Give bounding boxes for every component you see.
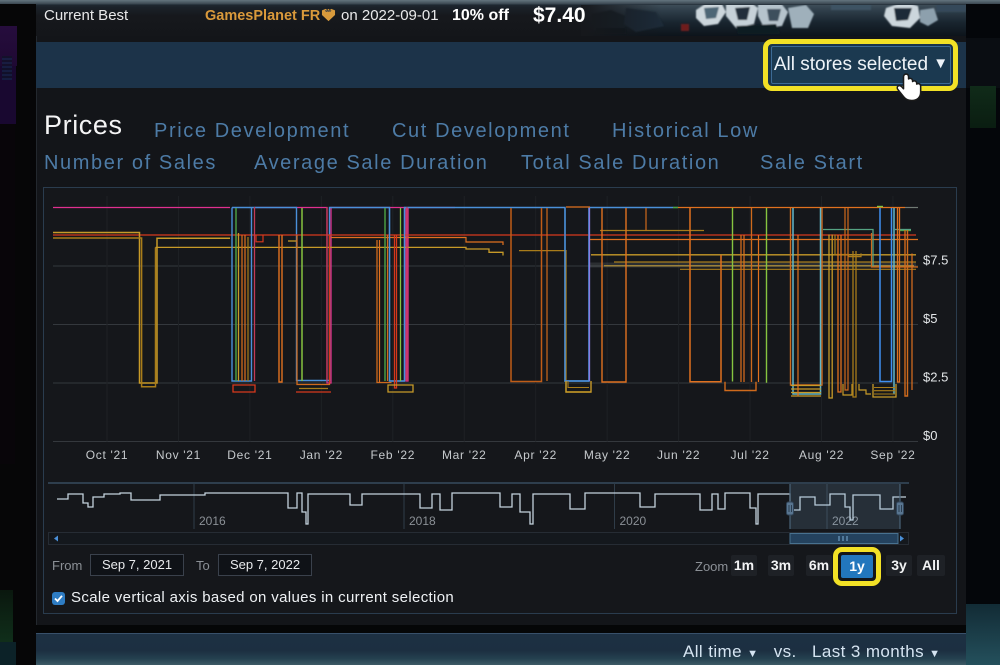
svg-text:Dec '21: Dec '21 (227, 448, 272, 462)
svg-text:$2.5: $2.5 (923, 370, 948, 385)
svg-text:2020: 2020 (620, 514, 647, 528)
svg-text:$5: $5 (923, 311, 937, 326)
svg-text:Mar '22: Mar '22 (442, 448, 487, 462)
svg-text:Feb '22: Feb '22 (371, 448, 416, 462)
svg-text:Nov '21: Nov '21 (156, 448, 201, 462)
svg-text:2018: 2018 (409, 514, 436, 528)
svg-text:Jan '22: Jan '22 (300, 448, 343, 462)
svg-text:Jun '22: Jun '22 (657, 448, 700, 462)
svg-text:Jul '22: Jul '22 (730, 448, 769, 462)
svg-text:2016: 2016 (199, 514, 226, 528)
svg-text:Oct '21: Oct '21 (86, 448, 129, 462)
svg-text:May '22: May '22 (584, 448, 631, 462)
svg-text:Aug '22: Aug '22 (799, 448, 844, 462)
svg-text:$7.5: $7.5 (923, 253, 948, 268)
svg-text:Sep '22: Sep '22 (870, 448, 915, 462)
svg-text:Apr '22: Apr '22 (514, 448, 557, 462)
svg-text:$0: $0 (923, 428, 937, 443)
svg-text:2022: 2022 (832, 514, 859, 528)
